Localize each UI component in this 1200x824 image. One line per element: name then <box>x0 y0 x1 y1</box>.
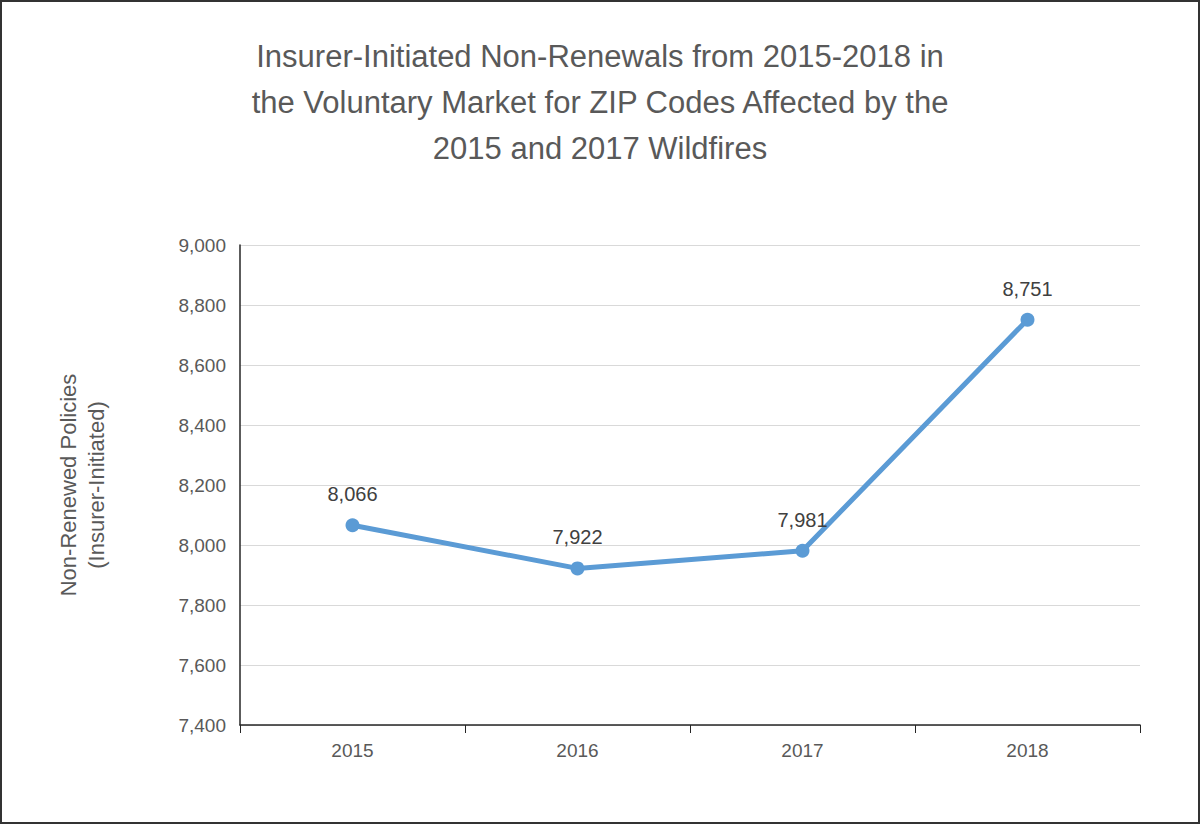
svg-text:7,400: 7,400 <box>178 715 226 736</box>
svg-text:Non-Renewed Policies: Non-Renewed Policies <box>56 374 81 597</box>
svg-text:Insurer-Initiated Non-Renewals: Insurer-Initiated Non-Renewals from 2015… <box>256 39 944 74</box>
svg-text:8,600: 8,600 <box>178 355 226 376</box>
svg-text:the Voluntary Market for ZIP C: the Voluntary Market for ZIP Codes Affec… <box>252 85 949 120</box>
svg-text:7,600: 7,600 <box>178 655 226 676</box>
svg-text:7,981: 7,981 <box>777 509 827 531</box>
svg-text:2015 and 2017 Wildfires: 2015 and 2017 Wildfires <box>433 131 767 166</box>
svg-text:2017: 2017 <box>781 740 823 761</box>
svg-text:8,400: 8,400 <box>178 415 226 436</box>
svg-text:9,000: 9,000 <box>178 235 226 256</box>
svg-text:7,922: 7,922 <box>552 526 602 548</box>
svg-text:7,800: 7,800 <box>178 595 226 616</box>
svg-text:2015: 2015 <box>331 740 373 761</box>
svg-text:8,751: 8,751 <box>1002 278 1052 300</box>
svg-text:8,800: 8,800 <box>178 295 226 316</box>
svg-text:2016: 2016 <box>556 740 598 761</box>
svg-text:(Insurer-Initiated): (Insurer-Initiated) <box>84 401 109 569</box>
svg-text:8,066: 8,066 <box>327 483 377 505</box>
svg-text:8,000: 8,000 <box>178 535 226 556</box>
svg-text:2018: 2018 <box>1006 740 1048 761</box>
svg-text:8,200: 8,200 <box>178 475 226 496</box>
